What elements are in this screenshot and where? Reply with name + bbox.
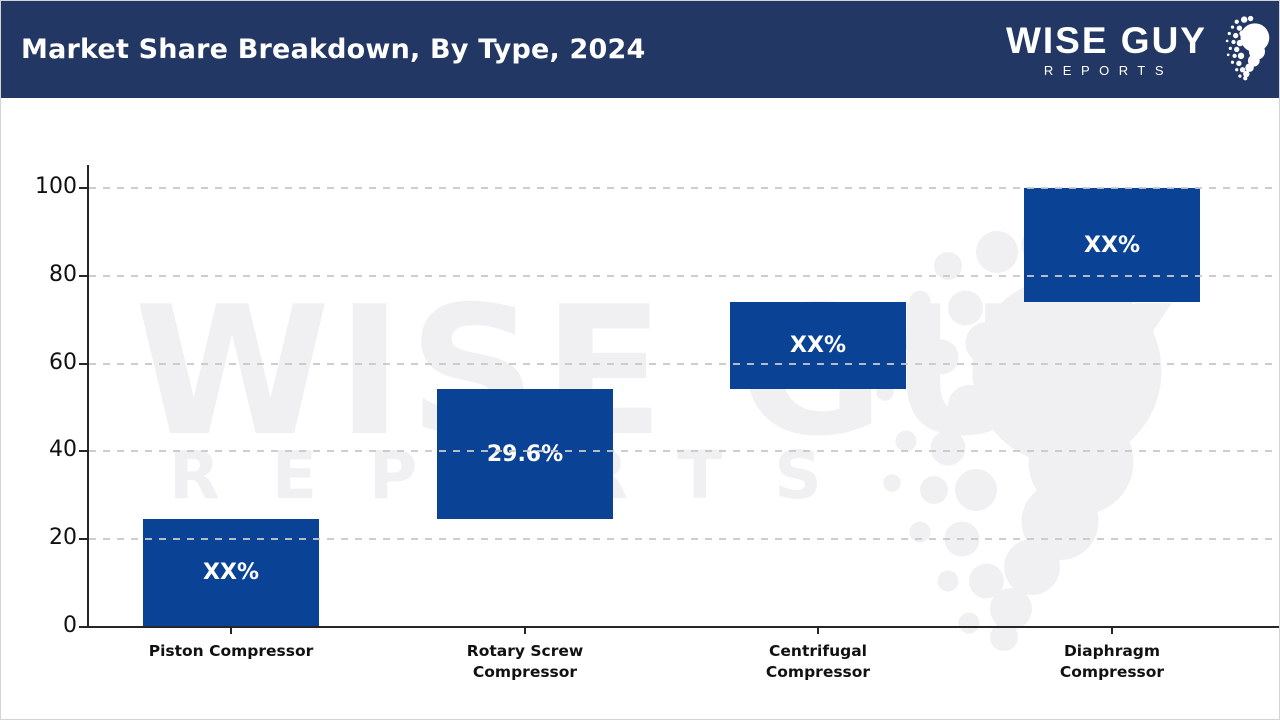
header: Market Share Breakdown, By Type, 2024 WI… [1,1,1279,98]
x-tick-mark-piston-compressor [230,628,232,634]
y-tick-label-20: 20 [49,525,77,551]
y-tick-label-80: 80 [49,261,77,287]
bar-value-label: XX% [790,333,846,359]
brand-name: WISE GUY [1005,20,1207,61]
y-tick-mark-60 [79,362,88,365]
bar-value-label: XX% [1084,232,1140,258]
y-tick-label-60: 60 [49,349,77,375]
x-tick-mark-diaphragm-compressor [1111,628,1113,634]
page-title: Market Share Breakdown, By Type, 2024 [21,34,646,65]
x-tick-mark-centrifugal-compressor [817,628,819,634]
bar-piston-compressor: XX% [143,519,319,627]
y-axis-line [87,165,89,628]
y-tick-label-40: 40 [49,437,77,463]
brand-subtitle: REPORTS [1043,63,1174,78]
x-axis-label-piston-compressor: Piston Compressor [148,642,314,660]
bar-value-label: XX% [203,560,259,586]
x-axis-label-diaphragm-compressor: Diaphragm Compressor [1059,642,1165,681]
wiseguy-head-icon [1225,15,1270,81]
y-tick-label-0: 0 [63,613,77,638]
bar-value-label: 29.6% [486,441,564,467]
x-tick-mark-rotary-screw-compressor [524,628,526,634]
y-tick-mark-80 [79,274,88,277]
y-tick-mark-40 [79,450,88,453]
gridline-60 [89,362,1279,365]
gridline-40 [89,450,1279,453]
y-tick-mark-0 [79,626,88,628]
y-tick-mark-100 [79,187,88,189]
gridline-80 [89,274,1279,277]
x-axis-label-rotary-screw-compressor: Rotary Screw Compressor [466,642,584,681]
gridline-20 [89,538,1279,541]
x-axis-line [88,626,1279,628]
brand-logo-text: WISE GUY REPORTS [1006,22,1207,78]
bar-diaphragm-compressor: XX% [1024,188,1200,303]
gridline-100 [89,187,1279,189]
brand-logo: WISE GUY REPORTS [1006,7,1273,93]
bar-rotary-screw-compressor: 29.6% [437,389,613,519]
y-tick-label-100: 100 [35,174,77,199]
y-tick-mark-20 [79,538,88,541]
bar-centrifugal-compressor: XX% [730,302,906,390]
x-axis-label-centrifugal-compressor: Centrifugal Compressor [765,642,871,681]
